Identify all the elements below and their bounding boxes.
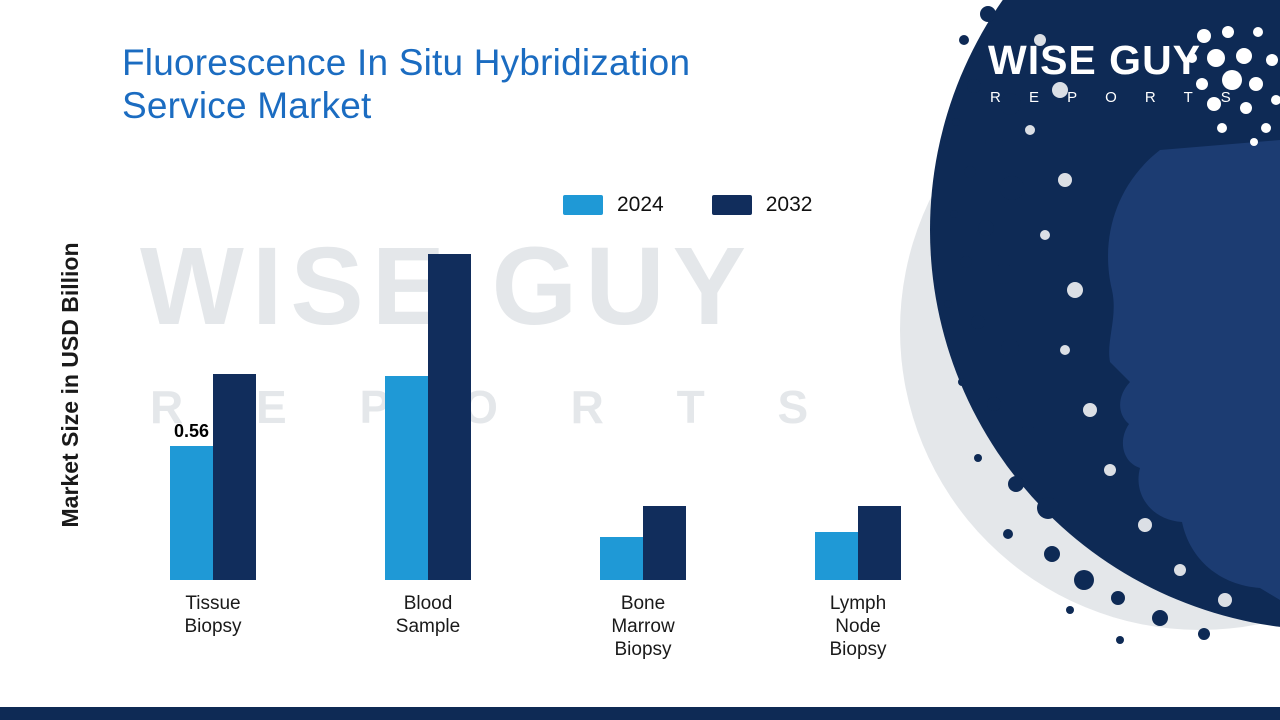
bar-2024: 0.56 [170,421,213,580]
bar-group-blood-sample [385,254,471,580]
bar-group-bone-marrow-biopsy [600,506,686,580]
watermark-line2: R E P O R T S [150,381,839,433]
bar-2032 [213,374,256,580]
category-label: Lymph Node Biopsy [829,593,887,661]
halftone-dots-inner [1025,34,1232,607]
brand-logo: WISE GUY R E P O R T S [988,37,1243,107]
legend-label-2024: 2024 [617,193,664,216]
brand-logo-name: WISE GUY [988,37,1202,83]
chart-title-line2: Service Market [122,84,372,126]
legend-item-2024: 2024 [563,193,664,217]
bar-2032 [643,506,686,580]
legend-label-2032: 2032 [765,193,813,216]
footer-bar [0,707,1280,720]
legend-swatch-2024 [563,195,603,215]
halftone-dots-outer [944,6,1210,644]
bar-2024 [815,532,858,580]
bar-group-lymph-node-biopsy [815,506,901,580]
bar-group-tissue-biopsy: 0.56 [170,374,256,580]
face-profile-silhouette [1108,140,1280,600]
legend-swatch-2032 [711,195,752,215]
logo-face-dots [1187,26,1280,146]
brand-logo-subtitle: R E P O R T S [990,89,1243,106]
bar-value-label: 0.56 [173,421,210,441]
category-label: Tissue Biopsy [184,593,242,638]
chart-title: Fluorescence In Situ Hybridization Servi… [122,42,690,128]
category-label: Bone Marrow Biopsy [611,593,675,661]
legend-item-2032: 2032 [711,193,813,217]
bar-2024 [385,376,428,580]
bar-2032 [858,506,901,580]
chart-title-line1: Fluorescence In Situ Hybridization [122,42,691,83]
category-label: Blood Sample [395,593,461,638]
brand-decoration [900,0,1280,644]
bar-2032 [428,254,471,580]
legend: 2024 2032 [563,193,812,217]
bar-2024 [600,537,643,580]
